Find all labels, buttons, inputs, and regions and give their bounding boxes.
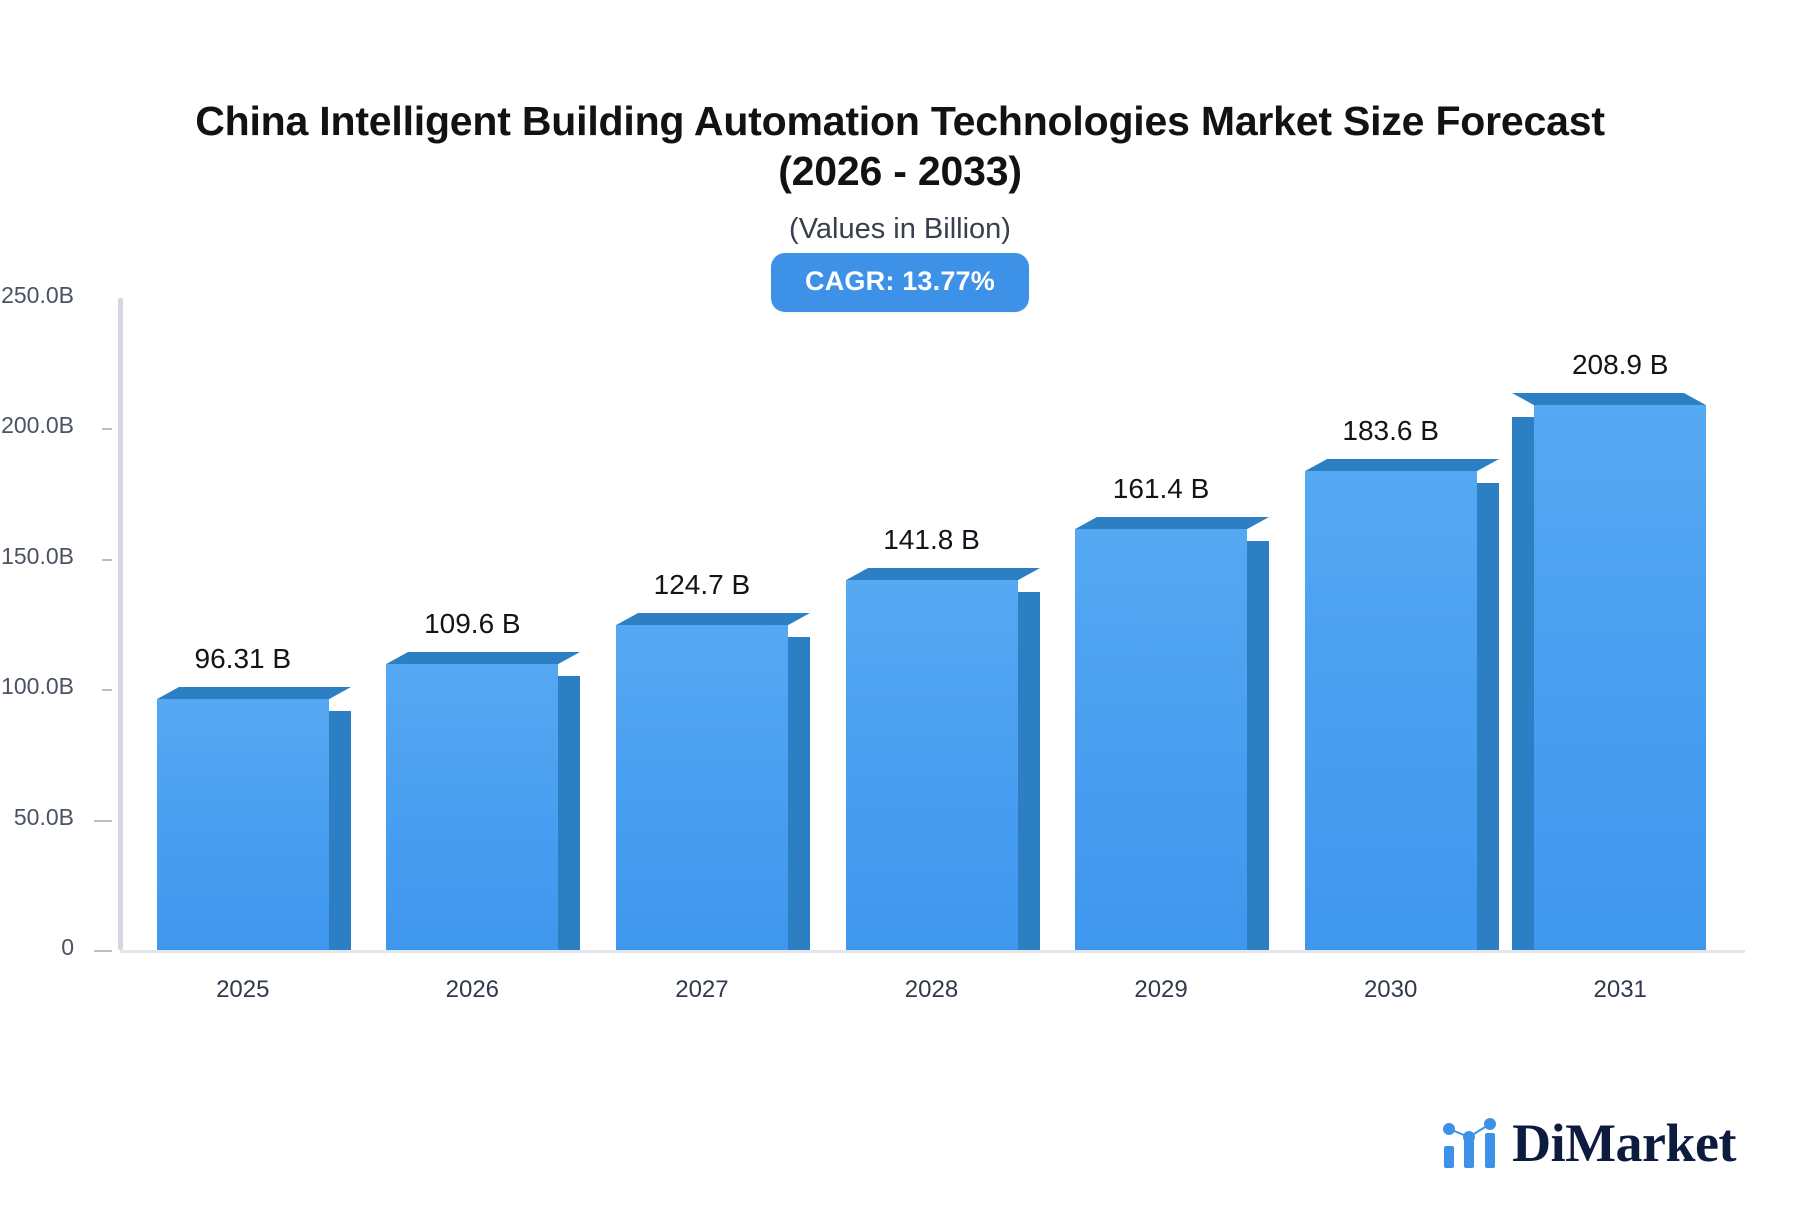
bar-value-label: 208.9 B xyxy=(1571,349,1669,380)
bar-front-face xyxy=(157,699,329,950)
bar-2030[interactable] xyxy=(1305,458,1499,950)
y-axis-line xyxy=(118,298,123,950)
bar-side-face xyxy=(788,637,810,950)
bar-side-face xyxy=(1247,541,1269,950)
cagr-badge-container: CAGR: 13.77% xyxy=(0,252,1800,312)
bar-2026[interactable] xyxy=(386,651,580,950)
bar-value-label: 161.4 B xyxy=(1112,473,1210,504)
bar-top-face xyxy=(1512,392,1706,406)
bar-side-face xyxy=(329,711,351,950)
bar-top-face xyxy=(616,612,810,626)
bar-front-face xyxy=(1075,529,1247,950)
bar-top-face xyxy=(157,686,351,700)
bar-value-label: 124.7 B xyxy=(653,569,751,600)
bar-side-face xyxy=(1477,483,1499,950)
x-axis-tick-label: 2030 xyxy=(1363,976,1418,1003)
x-axis-tick-label: 2028 xyxy=(904,976,959,1003)
chart-title: China Intelligent Building Automation Te… xyxy=(195,98,1605,195)
bar-chart-icon xyxy=(1443,1118,1497,1168)
dimarket-logo: DiMarket xyxy=(1442,1116,1736,1170)
y-axis-tick-mark xyxy=(102,558,112,561)
bar-front-face xyxy=(846,580,1018,950)
x-axis-tick-label: 2025 xyxy=(216,976,270,1003)
bar-value-label: 96.31 B xyxy=(194,643,292,674)
chart-header: China Intelligent Building Automation Te… xyxy=(0,96,1800,312)
bar-value-label: 183.6 B xyxy=(1342,415,1439,446)
x-axis-line xyxy=(120,950,1745,953)
bar-2029[interactable] xyxy=(1075,516,1269,950)
y-axis-tick-mark xyxy=(94,819,112,822)
logo-wordmark: DiMarket xyxy=(1512,1113,1736,1173)
bar-top-face xyxy=(1305,458,1499,472)
bar-2031[interactable] xyxy=(1512,392,1706,950)
bar-front-face xyxy=(1534,405,1706,950)
x-axis-tick-label: 2029 xyxy=(1134,976,1188,1003)
bar-2025[interactable] xyxy=(157,686,351,950)
bar-top-face xyxy=(386,651,580,665)
y-axis-tick-label: 200.0B xyxy=(1,412,74,439)
y-axis-tick-label: 150.0B xyxy=(1,542,74,569)
y-axis-tick-label: 0 xyxy=(61,934,74,960)
bar-side-face xyxy=(1018,592,1040,950)
bar-value-label: 141.8 B xyxy=(883,524,980,555)
y-axis-tick-label: 250.0B xyxy=(1,282,74,308)
bar-front-face xyxy=(386,664,558,950)
bar-front-face xyxy=(616,625,788,950)
x-axis-tick-label: 2031 xyxy=(1593,976,1647,1003)
chart-subtitle: (Values in Billion) xyxy=(789,213,1011,246)
y-axis-tick-mark xyxy=(102,689,112,692)
x-axis-tick-label: 2027 xyxy=(675,976,729,1003)
y-axis-tick-mark xyxy=(94,950,112,952)
bar-top-face xyxy=(846,567,1040,581)
bar-front-face xyxy=(1305,471,1477,950)
bar-2028[interactable] xyxy=(846,567,1040,950)
bar-2027[interactable] xyxy=(616,612,810,950)
y-axis-tick-label: 100.0B xyxy=(1,673,74,700)
bar-value-label: 109.6 B xyxy=(424,608,521,639)
bar-top-face xyxy=(1075,516,1269,530)
y-axis-tick-mark xyxy=(102,428,112,431)
bar-side-face xyxy=(558,676,580,950)
x-axis-tick-label: 2026 xyxy=(445,976,500,1003)
bar-side-face xyxy=(1512,417,1534,950)
cagr-badge: CAGR: 13.77% xyxy=(771,252,1029,312)
y-axis-tick-label: 50.0B xyxy=(13,803,74,830)
